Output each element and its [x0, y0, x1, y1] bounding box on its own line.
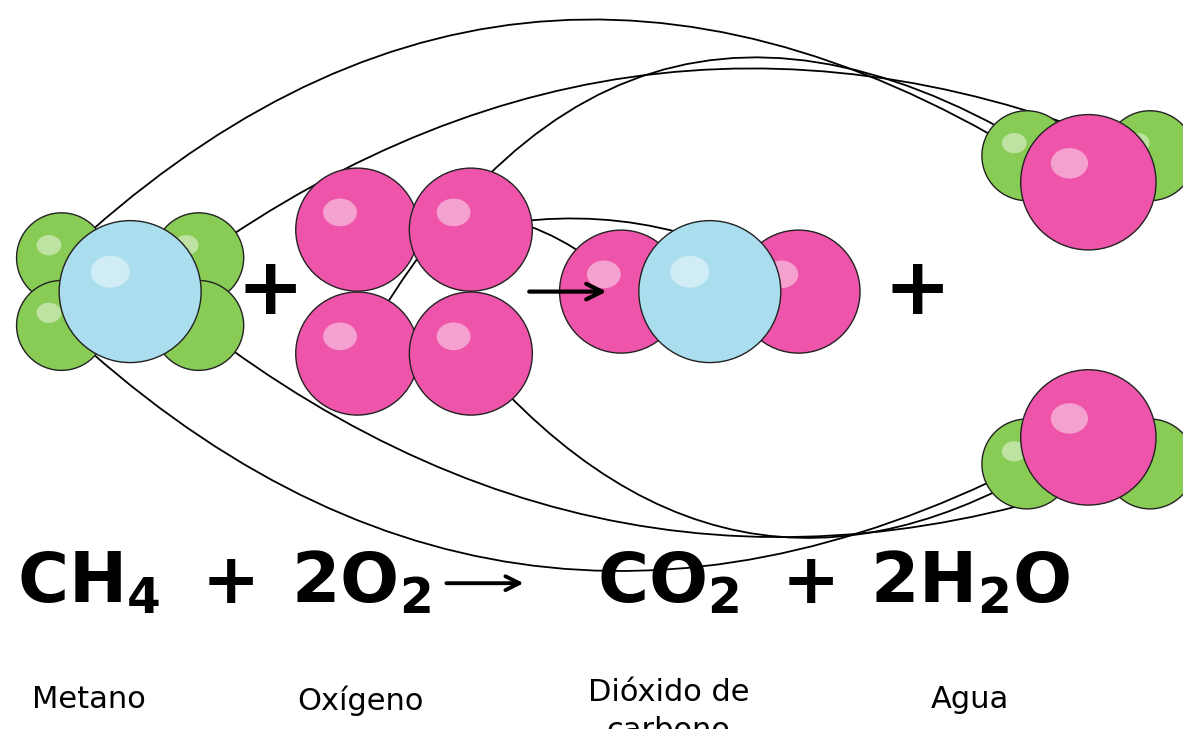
Text: $\mathbf{CO_2}$: $\mathbf{CO_2}$	[597, 550, 739, 617]
Ellipse shape	[91, 256, 130, 288]
Ellipse shape	[323, 198, 357, 226]
Ellipse shape	[1051, 148, 1088, 179]
Text: +: +	[781, 550, 840, 617]
Ellipse shape	[1125, 441, 1150, 461]
Ellipse shape	[37, 235, 62, 255]
Ellipse shape	[296, 168, 419, 291]
Ellipse shape	[154, 213, 244, 303]
Text: +: +	[884, 253, 950, 330]
Ellipse shape	[587, 260, 621, 288]
Ellipse shape	[154, 281, 244, 370]
Ellipse shape	[17, 213, 106, 303]
Text: $\mathbf{CH_4}$: $\mathbf{CH_4}$	[17, 550, 161, 617]
Ellipse shape	[296, 292, 419, 415]
Ellipse shape	[323, 322, 357, 350]
Text: +: +	[237, 253, 303, 330]
Ellipse shape	[409, 168, 532, 291]
Text: +: +	[201, 550, 260, 617]
FancyArrowPatch shape	[473, 219, 795, 282]
Ellipse shape	[409, 292, 532, 415]
Ellipse shape	[737, 230, 860, 353]
Ellipse shape	[1105, 419, 1183, 509]
Ellipse shape	[1021, 114, 1156, 250]
Ellipse shape	[59, 221, 201, 362]
Text: Oxígeno: Oxígeno	[298, 685, 424, 716]
Ellipse shape	[764, 260, 799, 288]
Text: Agua: Agua	[931, 685, 1009, 714]
FancyArrowPatch shape	[473, 356, 1085, 538]
FancyArrowPatch shape	[201, 327, 1145, 537]
Ellipse shape	[37, 303, 62, 323]
Ellipse shape	[1021, 370, 1156, 505]
Ellipse shape	[1051, 403, 1088, 434]
Ellipse shape	[1002, 441, 1027, 461]
FancyArrowPatch shape	[64, 20, 1023, 256]
FancyArrowPatch shape	[201, 69, 1145, 256]
FancyArrowPatch shape	[358, 58, 1085, 351]
Ellipse shape	[1105, 111, 1183, 200]
FancyArrowPatch shape	[64, 327, 1022, 571]
Ellipse shape	[982, 111, 1072, 200]
Text: Metano: Metano	[32, 685, 146, 714]
Ellipse shape	[982, 419, 1072, 509]
Ellipse shape	[437, 322, 471, 350]
Ellipse shape	[174, 235, 199, 255]
Ellipse shape	[560, 230, 683, 353]
Ellipse shape	[1125, 133, 1150, 153]
Ellipse shape	[437, 198, 471, 226]
Ellipse shape	[17, 281, 106, 370]
FancyArrowPatch shape	[360, 213, 618, 281]
Text: Dióxido de
carbono: Dióxido de carbono	[588, 678, 749, 729]
Text: $\mathbf{2H_2O}$: $\mathbf{2H_2O}$	[870, 550, 1071, 617]
Ellipse shape	[174, 303, 199, 323]
Text: $\mathbf{2O_2}$: $\mathbf{2O_2}$	[291, 550, 431, 617]
Ellipse shape	[639, 221, 781, 362]
Ellipse shape	[1002, 133, 1027, 153]
Ellipse shape	[671, 256, 710, 288]
